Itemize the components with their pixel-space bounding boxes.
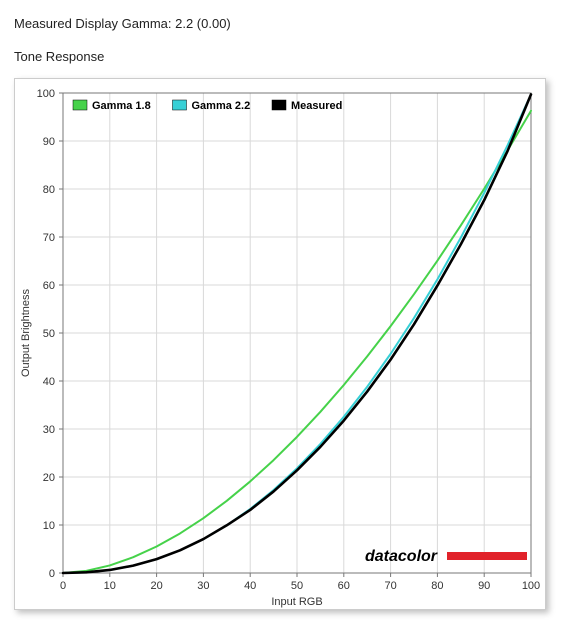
svg-text:80: 80 bbox=[431, 580, 443, 592]
svg-text:Input RGB: Input RGB bbox=[271, 596, 322, 608]
svg-text:20: 20 bbox=[43, 472, 55, 484]
svg-text:70: 70 bbox=[384, 580, 396, 592]
svg-text:Gamma 1.8: Gamma 1.8 bbox=[92, 100, 151, 112]
svg-text:30: 30 bbox=[197, 580, 209, 592]
svg-text:datacolor: datacolor bbox=[365, 548, 438, 565]
svg-text:50: 50 bbox=[291, 580, 303, 592]
svg-text:70: 70 bbox=[43, 232, 55, 244]
svg-text:40: 40 bbox=[244, 580, 256, 592]
svg-text:10: 10 bbox=[104, 580, 116, 592]
svg-text:80: 80 bbox=[43, 184, 55, 196]
svg-text:0: 0 bbox=[60, 580, 66, 592]
svg-text:90: 90 bbox=[43, 136, 55, 148]
gamma-readout: Measured Display Gamma: 2.2 (0.00) bbox=[14, 16, 548, 31]
tone-response-chart: 0 10 20 30 40 50 60 70 80 90 100 0 10 20 30 40 50 60 70 80 9… bbox=[14, 78, 546, 610]
svg-text:60: 60 bbox=[338, 580, 350, 592]
svg-text:Output Brightness: Output Brightness bbox=[20, 288, 32, 377]
chart-svg: 0 10 20 30 40 50 60 70 80 90 100 0 10 20 30 40 50 60 70 80 9… bbox=[15, 79, 545, 609]
svg-text:40: 40 bbox=[43, 376, 55, 388]
svg-text:50: 50 bbox=[43, 328, 55, 340]
svg-text:10: 10 bbox=[43, 520, 55, 532]
svg-text:20: 20 bbox=[150, 580, 162, 592]
svg-text:100: 100 bbox=[37, 88, 55, 100]
svg-text:90: 90 bbox=[478, 580, 490, 592]
svg-text:Measured: Measured bbox=[291, 100, 342, 112]
svg-text:0: 0 bbox=[49, 568, 55, 580]
svg-text:Gamma 2.2: Gamma 2.2 bbox=[192, 100, 251, 112]
chart-title: Tone Response bbox=[14, 49, 548, 64]
svg-text:100: 100 bbox=[522, 580, 540, 592]
svg-text:30: 30 bbox=[43, 424, 55, 436]
svg-text:60: 60 bbox=[43, 280, 55, 292]
